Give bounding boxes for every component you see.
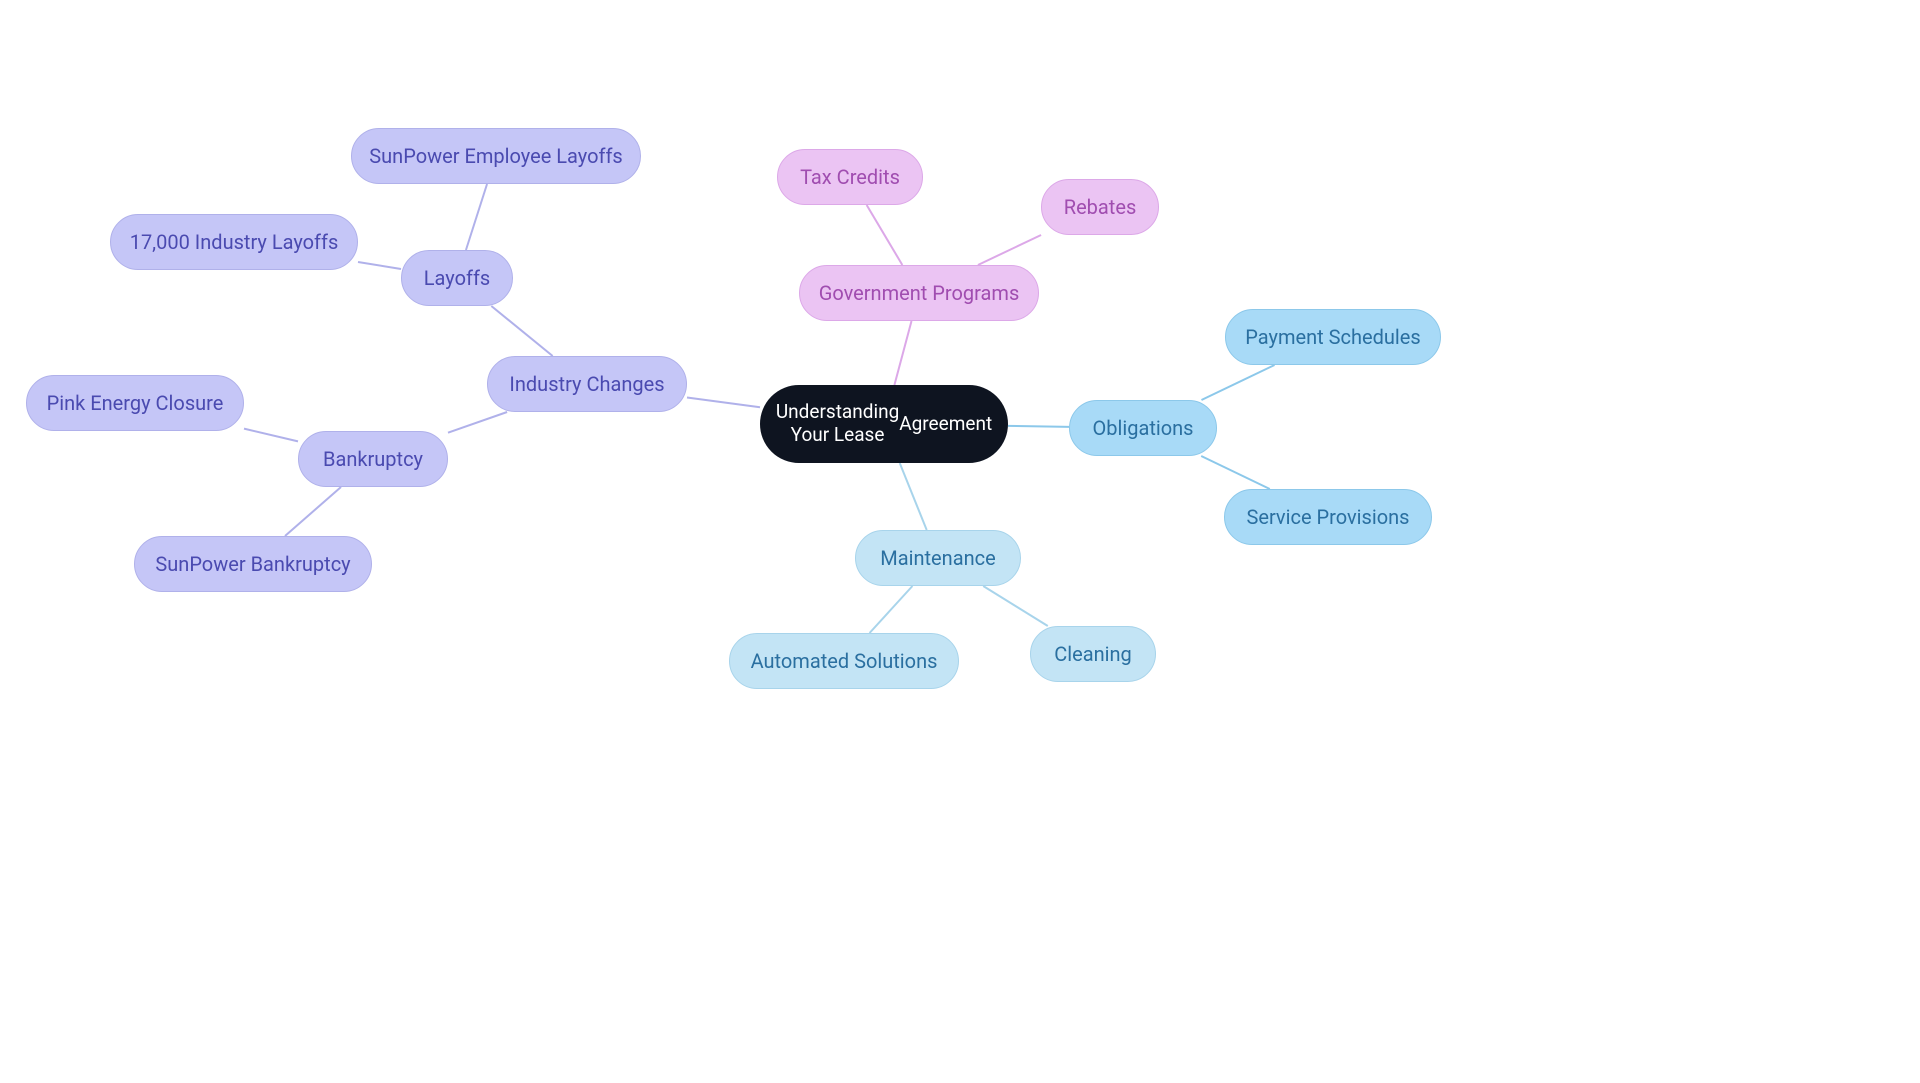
node-rebates: Rebates [1041, 179, 1159, 235]
node-maintenance: Maintenance [855, 530, 1021, 586]
node-automated: Automated Solutions [729, 633, 959, 689]
node-tax: Tax Credits [777, 149, 923, 205]
node-payment: Payment Schedules [1225, 309, 1441, 365]
node-layoffs: Layoffs [401, 250, 513, 306]
mindmap-canvas: Understanding Your LeaseAgreement Obligat… [0, 0, 1920, 1083]
node-root: Understanding Your LeaseAgreement [760, 385, 1008, 463]
node-cleaning: Cleaning [1030, 626, 1156, 682]
node-gov: Government Programs [799, 265, 1039, 321]
node-sunbank: SunPower Bankruptcy [134, 536, 372, 592]
node-sunemp: SunPower Employee Layoffs [351, 128, 641, 184]
node-bankrupt: Bankruptcy [298, 431, 448, 487]
node-pink: Pink Energy Closure [26, 375, 244, 431]
node-ind17k: 17,000 Industry Layoffs [110, 214, 358, 270]
node-industry: Industry Changes [487, 356, 687, 412]
node-obligations: Obligations [1069, 400, 1217, 456]
node-service: Service Provisions [1224, 489, 1432, 545]
